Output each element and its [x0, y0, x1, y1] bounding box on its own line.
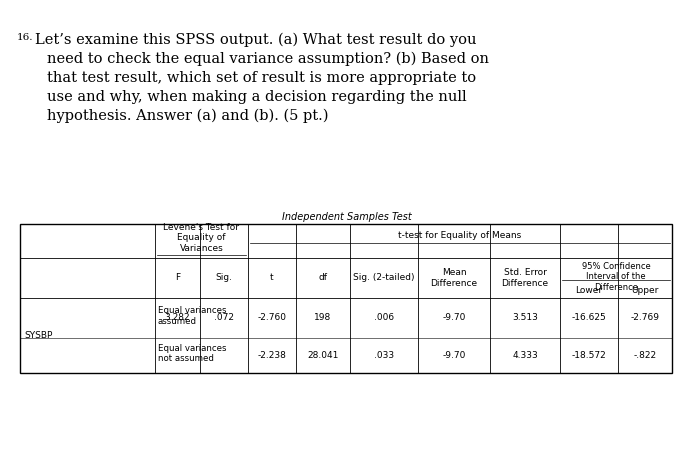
Text: 16.: 16. [17, 33, 33, 42]
Text: .006: .006 [374, 314, 394, 322]
Text: Levene's Test for
Equality of
Variances: Levene's Test for Equality of Variances [164, 223, 239, 253]
Text: Independent Samples Test: Independent Samples Test [282, 212, 412, 222]
Text: Upper: Upper [632, 286, 659, 295]
Text: -16.625: -16.625 [572, 314, 607, 322]
Text: Equal variances
assumed: Equal variances assumed [158, 306, 226, 326]
Text: SYSBP: SYSBP [24, 331, 52, 340]
Text: .033: .033 [374, 351, 394, 360]
Text: Let’s examine this SPSS output. (a) What test result do you: Let’s examine this SPSS output. (a) What… [35, 33, 477, 47]
Text: 95% Confidence
Interval of the
Difference: 95% Confidence Interval of the Differenc… [582, 262, 650, 292]
Text: Sig. (2-tailed): Sig. (2-tailed) [353, 273, 415, 283]
Text: -18.572: -18.572 [572, 351, 607, 360]
Text: -.822: -.822 [634, 351, 657, 360]
Text: Lower: Lower [575, 286, 602, 295]
Text: Equal variances
not assumed: Equal variances not assumed [158, 344, 226, 363]
Text: -9.70: -9.70 [442, 314, 466, 322]
Text: 4.333: 4.333 [512, 351, 538, 360]
Text: F: F [175, 273, 180, 283]
Text: t-test for Equality of Means: t-test for Equality of Means [398, 231, 522, 240]
Text: Mean
Difference: Mean Difference [430, 268, 477, 288]
Text: hypothesis. Answer (a) and (b). (5 pt.): hypothesis. Answer (a) and (b). (5 pt.) [47, 109, 328, 124]
Text: 198: 198 [314, 314, 332, 322]
Bar [20, 224, 672, 373]
Text: 3.282: 3.282 [164, 314, 190, 322]
Text: .072: .072 [214, 314, 234, 322]
Text: -2.769: -2.769 [631, 314, 659, 322]
Text: need to check the equal variance assumption? (b) Based on: need to check the equal variance assumpt… [47, 52, 489, 66]
Text: -2.238: -2.238 [257, 351, 287, 360]
Text: 28.041: 28.041 [307, 351, 339, 360]
Text: Sig.: Sig. [216, 273, 232, 283]
Text: t: t [270, 273, 274, 283]
Text: use and why, when making a decision regarding the null: use and why, when making a decision rega… [47, 90, 466, 104]
Text: -9.70: -9.70 [442, 351, 466, 360]
Text: -2.760: -2.760 [257, 314, 287, 322]
Text: that test result, which set of result is more appropriate to: that test result, which set of result is… [47, 71, 476, 85]
Text: df: df [319, 273, 328, 283]
Text: Std. Error
Difference: Std. Error Difference [502, 268, 548, 288]
Text: 3.513: 3.513 [512, 314, 538, 322]
